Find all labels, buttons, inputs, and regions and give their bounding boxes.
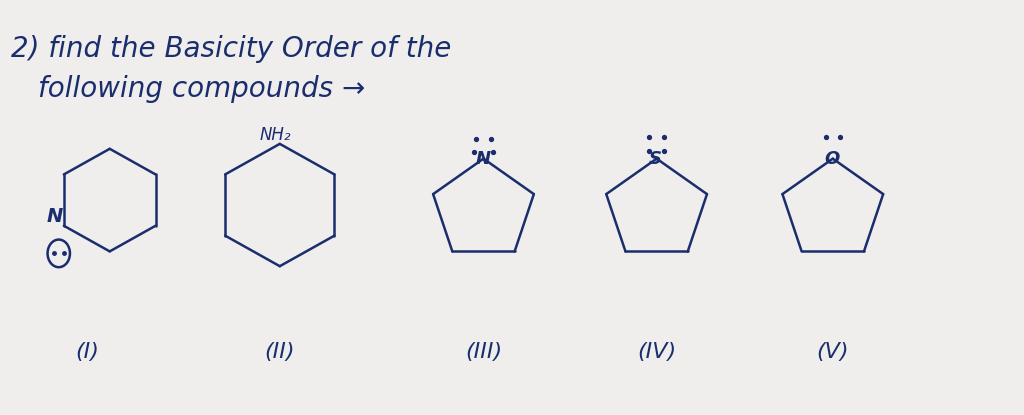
Text: following compounds →: following compounds →	[39, 75, 366, 103]
Text: S: S	[648, 149, 662, 168]
Text: N: N	[475, 149, 490, 168]
Text: O: O	[824, 149, 840, 168]
Text: N: N	[46, 207, 62, 226]
Text: NH₂: NH₂	[260, 126, 292, 144]
Text: (V): (V)	[816, 342, 849, 362]
Text: (III): (III)	[465, 342, 502, 362]
Text: 2) find the Basicity Order of the: 2) find the Basicity Order of the	[11, 35, 452, 63]
Text: (II): (II)	[264, 342, 295, 362]
Text: (I): (I)	[76, 342, 99, 362]
Text: (IV): (IV)	[637, 342, 676, 362]
